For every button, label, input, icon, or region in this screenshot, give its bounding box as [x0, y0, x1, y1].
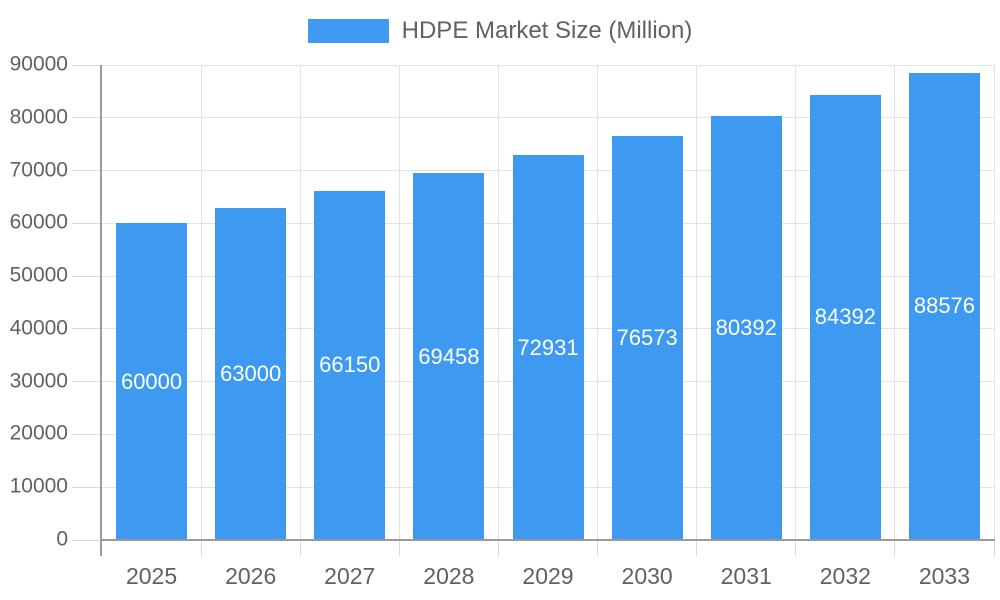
bar-2032[interactable]: 84392	[809, 94, 881, 540]
x-axis-tick	[200, 540, 202, 556]
y-axis-tick	[72, 117, 102, 119]
gridline-vertical	[894, 65, 896, 540]
bar-value-label: 60000	[120, 368, 183, 394]
bar-2030[interactable]: 76573	[611, 135, 683, 540]
y-axis-tick	[72, 539, 102, 541]
legend-swatch-icon	[307, 19, 389, 43]
x-axis-label-2032: 2032	[819, 563, 871, 589]
y-axis-tick	[72, 381, 102, 383]
gridline-vertical	[497, 65, 499, 540]
bar-value-label: 84392	[814, 304, 876, 330]
x-axis-tick	[597, 540, 599, 556]
y-axis-line	[100, 65, 102, 556]
x-axis-tick	[299, 540, 301, 556]
gridline-vertical	[993, 65, 995, 540]
x-axis-tick	[993, 540, 995, 556]
y-axis-label: 10000	[9, 474, 68, 498]
gridline-vertical	[795, 65, 797, 540]
gridline-vertical	[200, 65, 202, 540]
gridline-vertical	[299, 65, 301, 540]
y-axis-label: 30000	[9, 369, 68, 393]
x-axis-tick	[894, 540, 896, 556]
bar-2026[interactable]: 63000	[215, 207, 287, 540]
x-axis-label-2029: 2029	[522, 563, 574, 589]
bar-value-label: 63000	[220, 360, 282, 386]
bar-value-label: 69458	[418, 343, 480, 369]
bar-2025[interactable]: 60000	[116, 223, 188, 540]
x-axis-label-2033: 2033	[918, 563, 971, 589]
bar-value-label: 80392	[715, 314, 777, 340]
y-axis-tick	[72, 275, 102, 277]
x-axis-tick	[497, 540, 499, 556]
y-axis-tick	[72, 486, 102, 488]
y-axis-label: 80000	[9, 105, 68, 129]
x-axis-line	[100, 539, 995, 541]
x-axis-label-2026: 2026	[225, 563, 277, 589]
y-axis-tick	[72, 222, 102, 224]
bar-value-label: 72931	[517, 334, 579, 360]
y-axis-tick	[72, 433, 102, 435]
y-axis-tick	[72, 328, 102, 330]
y-axis-tick	[72, 64, 102, 66]
y-axis-label: 50000	[9, 263, 68, 287]
bar-2029[interactable]: 72931	[512, 155, 584, 540]
gridline-vertical	[398, 65, 400, 540]
y-axis-label: 60000	[9, 210, 68, 234]
bar-2028[interactable]: 69458	[413, 173, 485, 540]
bar-value-label: 66150	[319, 352, 381, 378]
gridline-vertical	[597, 65, 599, 540]
bar-2027[interactable]: 66150	[314, 190, 386, 540]
x-axis-label-2027: 2027	[324, 563, 376, 589]
y-axis-label: 0	[56, 527, 68, 551]
x-axis-label-2031: 2031	[720, 563, 772, 589]
gridline-horizontal	[102, 117, 994, 119]
y-axis-label: 90000	[9, 52, 68, 76]
y-axis-label: 40000	[9, 316, 68, 340]
gridline-vertical	[696, 65, 698, 540]
x-axis-tick	[696, 540, 698, 556]
y-axis-label: 20000	[9, 421, 68, 445]
x-axis-tick	[398, 540, 400, 556]
bar-2031[interactable]: 80392	[710, 115, 782, 540]
bar-value-label: 76573	[616, 324, 678, 350]
bar-2033[interactable]: 88576	[908, 72, 980, 540]
y-axis-label: 70000	[9, 158, 68, 182]
legend-series-label: HDPE Market Size (Million)	[401, 17, 693, 44]
y-axis-tick	[72, 170, 102, 172]
gridline-horizontal	[102, 64, 994, 66]
x-axis-tick	[795, 540, 797, 556]
x-axis-label-2025: 2025	[125, 563, 178, 589]
bar-value-label: 88576	[913, 293, 976, 319]
chart-legend[interactable]: HDPE Market Size (Million)	[0, 17, 1000, 45]
x-axis-label-2030: 2030	[621, 563, 673, 589]
x-axis-label-2028: 2028	[423, 563, 475, 589]
